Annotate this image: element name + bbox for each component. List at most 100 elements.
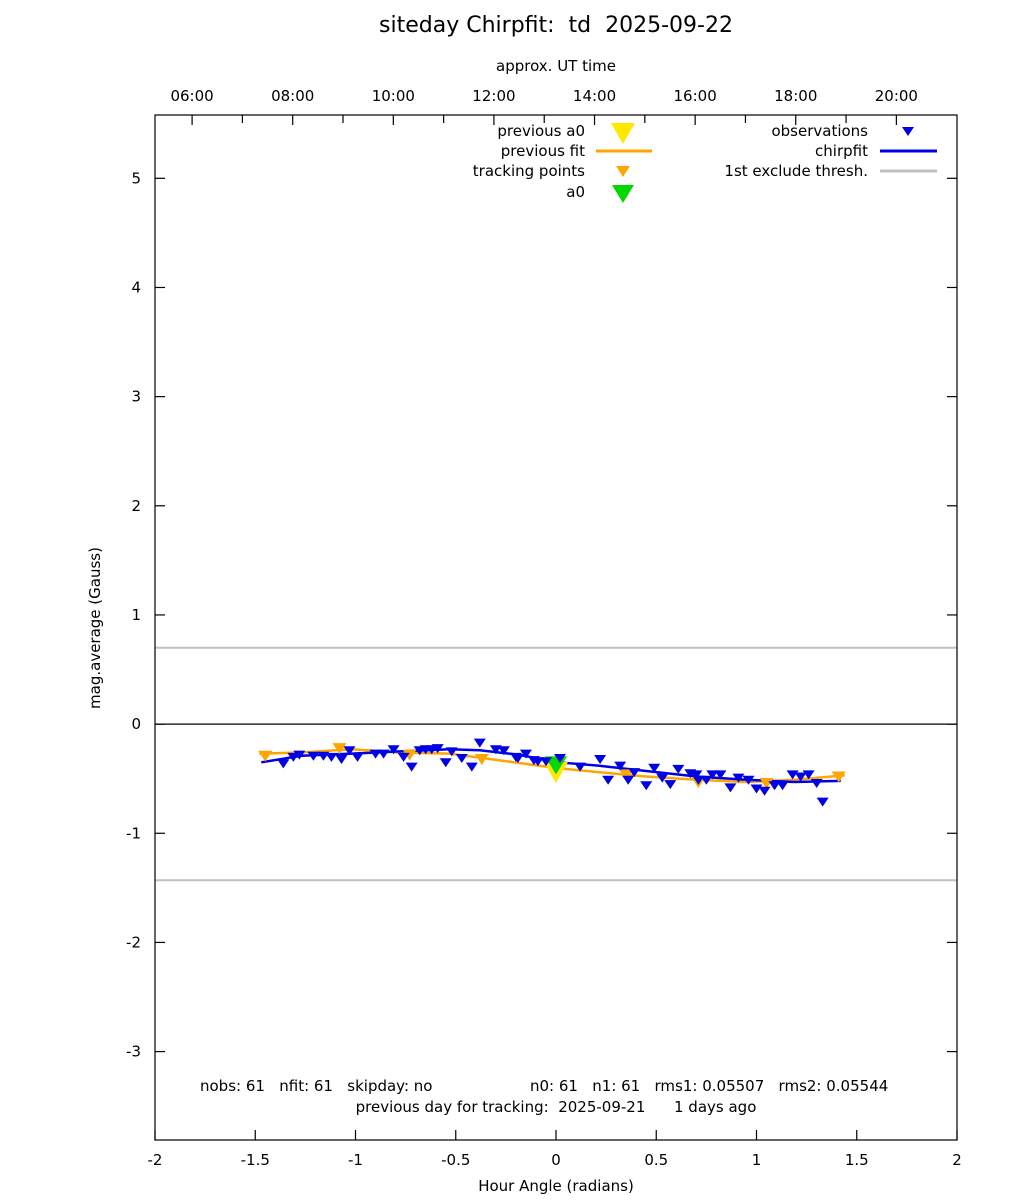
ut-tick-label: 16:00: [674, 87, 717, 105]
observations-point: [714, 770, 727, 780]
stats-line2: previous day for tracking: 2025-09-21 1 …: [356, 1098, 757, 1116]
ut-tick-label: 18:00: [774, 87, 817, 105]
tracking-points-point: [474, 754, 489, 766]
ut-tick-label: 12:00: [472, 87, 515, 105]
legend-marker-triangle-down-icon: [612, 185, 634, 203]
observations-point: [692, 775, 705, 785]
observations-point: [594, 755, 607, 765]
observations-point: [810, 779, 823, 789]
a0-point: [545, 756, 567, 775]
legend-label: 1st exclude thresh.: [724, 162, 868, 180]
observations-point: [405, 762, 418, 772]
observations-point: [724, 783, 737, 793]
observations-point: [700, 775, 713, 785]
observations-point: [473, 738, 486, 748]
observations-point: [776, 781, 789, 791]
observations-point: [325, 752, 338, 762]
legend-item-1st-exclude-thresh-: 1st exclude thresh.: [724, 162, 937, 180]
observations-point: [387, 745, 400, 755]
ut-tick-label: 20:00: [875, 87, 918, 105]
observations-point: [431, 744, 444, 754]
observations-point: [335, 755, 348, 765]
x-tick-label: 0: [551, 1151, 561, 1169]
legend-item-previous-a0: previous a0: [497, 122, 635, 144]
x-tick-label: -0.5: [441, 1151, 470, 1169]
observations-point: [664, 780, 677, 790]
series-observations: [277, 738, 829, 807]
ut-tick-label: 10:00: [372, 87, 415, 105]
observations-point: [648, 763, 661, 773]
stats-line1-left: nobs: 61 nfit: 61 skipday: no: [200, 1077, 432, 1095]
observations-point: [465, 762, 478, 772]
observations-point: [732, 773, 745, 783]
legend-label: observations: [771, 122, 868, 140]
observations-point: [351, 752, 364, 762]
y-tick-label: 4: [131, 278, 141, 296]
tracking-points-point: [332, 743, 347, 755]
plot-frame: [154, 114, 958, 1141]
y-tick-label: 1: [131, 606, 141, 624]
observations-point: [445, 747, 458, 757]
observations-point: [439, 758, 452, 768]
stats-line1-right: n0: 61 n1: 61 rms1: 0.05507 rms2: 0.0554…: [530, 1077, 888, 1095]
observations-point: [519, 749, 532, 759]
tracking-points-point: [258, 750, 273, 762]
observations-point: [794, 772, 807, 782]
observations-point: [397, 752, 410, 762]
legend-marker-triangle-down-icon: [616, 166, 630, 177]
frame-rect: [154, 114, 958, 1141]
observations-point: [511, 753, 524, 763]
legend-label: previous a0: [497, 122, 585, 140]
observations-point: [758, 786, 771, 796]
legend: previous a0 previous fit tracking points a0…: [473, 122, 937, 203]
legend-item-a0: a0: [566, 183, 634, 203]
observations-point: [742, 775, 755, 785]
observations-point: [672, 764, 685, 774]
observations-point: [640, 781, 653, 791]
observations-point: [614, 761, 627, 771]
threshold-lines: [155, 646, 957, 882]
observations-point: [574, 762, 587, 772]
observations-point: [343, 746, 356, 756]
x-tick-label: 2: [952, 1151, 962, 1169]
observations-point: [802, 770, 815, 780]
tracking-points-point: [831, 771, 846, 783]
x-tick-label: -1.5: [241, 1151, 270, 1169]
y-tick-label: 0: [131, 715, 141, 733]
legend-item-chirpfit: chirpfit: [815, 142, 937, 160]
observations-point: [690, 770, 703, 780]
y-tick-label: 5: [131, 169, 141, 187]
y-tick-label: 3: [131, 388, 141, 406]
observations-point: [369, 749, 382, 759]
x-tick-label: 0.5: [644, 1151, 668, 1169]
ut-tick-label: 08:00: [271, 87, 314, 105]
y-axis-label: mag.average (Gauss): [86, 547, 104, 709]
x-tick-label: -1: [348, 1151, 363, 1169]
ut-tick-label: 06:00: [170, 87, 213, 105]
observations-point: [539, 757, 552, 767]
observations-point: [768, 781, 781, 791]
y-tick-label: -3: [126, 1043, 141, 1061]
chart-title: siteday Chirpfit: td 2025-09-22: [379, 13, 733, 38]
tracking-points-point: [402, 749, 417, 761]
y-tick-label: -2: [126, 933, 141, 951]
observations-point: [628, 768, 641, 778]
axis-ticks: 5 4 3 2 1 0 -1 -2 -3 -2 -1.5 -1 -0.5 0 0.5 1 1.5 2 06:00 08…: [126, 87, 962, 1169]
tracking-points-point: [619, 769, 634, 781]
observations-point: [602, 775, 615, 785]
data-series: [258, 738, 846, 807]
x-tick-label: 1.5: [845, 1151, 869, 1169]
observations-point: [622, 775, 635, 785]
observations-point: [706, 770, 719, 780]
legend-marker-triangle-down-icon: [902, 127, 914, 136]
observations-point: [531, 757, 544, 767]
x-axis-label: Hour Angle (radians): [478, 1177, 634, 1195]
legend-label: previous fit: [501, 142, 585, 160]
legend-item-tracking-points: tracking points: [473, 162, 630, 180]
legend-label: tracking points: [473, 162, 585, 180]
observations-point: [656, 773, 669, 783]
legend-item-previous-fit: previous fit: [501, 142, 652, 160]
legend-label: chirpfit: [815, 142, 868, 160]
y-tick-label: 2: [131, 497, 141, 515]
